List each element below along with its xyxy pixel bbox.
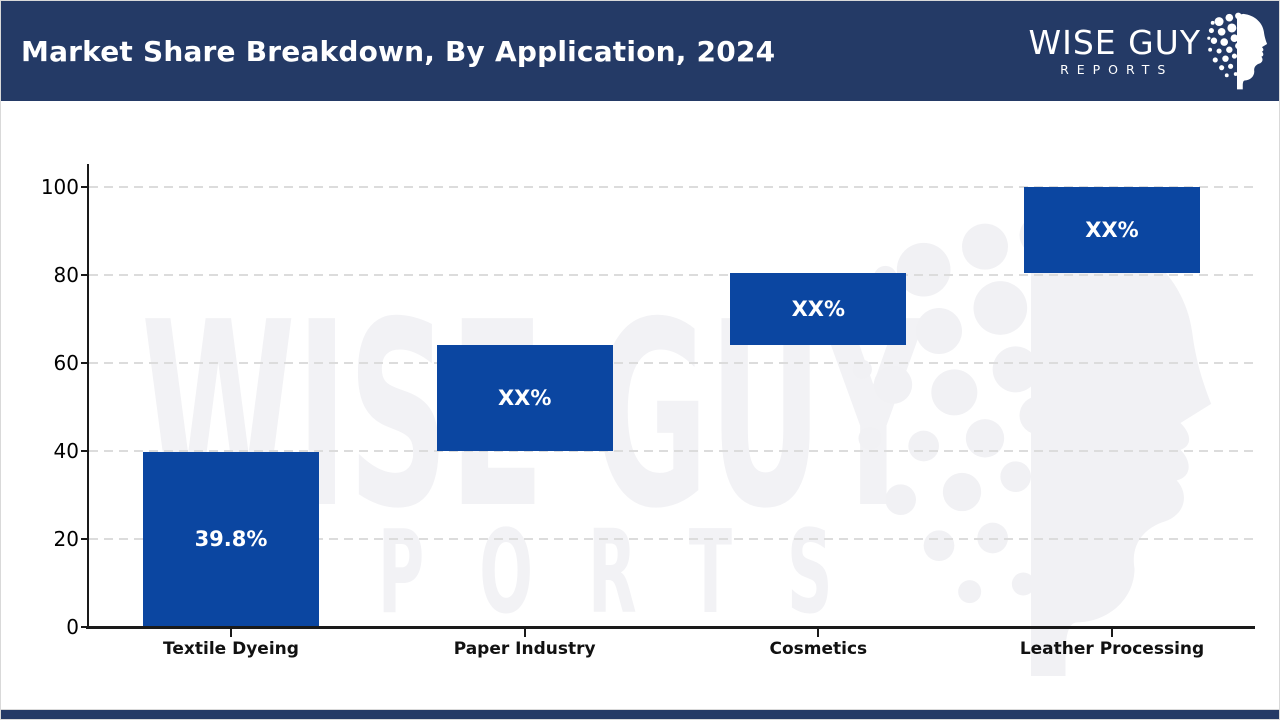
bar-paper-industry: XX%: [436, 344, 613, 451]
x-axis-label: Paper Industry: [453, 639, 596, 659]
gridline: [89, 186, 1254, 188]
x-tick-mark: [817, 629, 820, 637]
gridline: [89, 274, 1254, 276]
y-tick-mark: [81, 626, 89, 628]
logo-subtitle: REPORTS: [1060, 61, 1174, 77]
wiseguy-head-icon: [1207, 12, 1268, 90]
logo-wordmark: WISE GUY: [1028, 22, 1201, 62]
x-tick-mark: [523, 629, 526, 637]
bar-textile-dyeing: 39.8%: [143, 451, 319, 627]
chart-title: Market Share Breakdown, By Application, …: [21, 34, 776, 68]
bar-value-label: XX%: [1085, 217, 1139, 242]
y-tick-label: 100: [40, 175, 79, 199]
y-tick-label: 0: [66, 615, 79, 639]
gridline: [89, 538, 1254, 540]
y-tick-label: 60: [53, 351, 79, 375]
bar-cosmetics: XX%: [730, 273, 907, 345]
bar-leather-processing: XX%: [1024, 187, 1200, 273]
x-tick-mark: [1111, 629, 1113, 637]
y-tick-mark: [81, 362, 89, 364]
y-tick-label: 20: [53, 527, 79, 551]
y-axis-spine: [87, 164, 89, 629]
wiseguy-logo-text: WISE GUY REPORTS: [1028, 26, 1201, 77]
y-tick-label: 40: [53, 439, 79, 463]
chart-area: WISE GUY REPORTS 0 20 40 60 80 100 39.8% XX% XX%…: [1, 101, 1279, 711]
gridline: [89, 362, 1254, 364]
y-tick-mark: [81, 186, 89, 188]
bar-value-label: XX%: [791, 297, 846, 322]
gridline: [89, 450, 1254, 452]
footer-bar: [1, 709, 1279, 719]
bar-value-label: XX%: [497, 385, 552, 410]
x-axis-label: Cosmetics: [769, 639, 868, 659]
y-tick-mark: [81, 450, 89, 452]
x-tick-mark: [230, 629, 232, 637]
y-tick-mark: [81, 538, 89, 540]
x-axis-spine: [86, 626, 1255, 629]
x-axis-label: Leather Processing: [1019, 639, 1205, 659]
bar-value-label: 39.8%: [194, 527, 268, 552]
header-bar: Market Share Breakdown, By Application, …: [1, 1, 1279, 101]
wiseguy-logo: WISE GUY REPORTS: [1028, 10, 1279, 92]
x-axis-label: Textile Dyeing: [163, 639, 299, 659]
plot-area: 0 20 40 60 80 100 39.8% XX% XX% XX% Textile Dyeing…: [1, 101, 1279, 711]
y-tick-label: 80: [53, 263, 79, 287]
y-tick-mark: [81, 274, 89, 276]
